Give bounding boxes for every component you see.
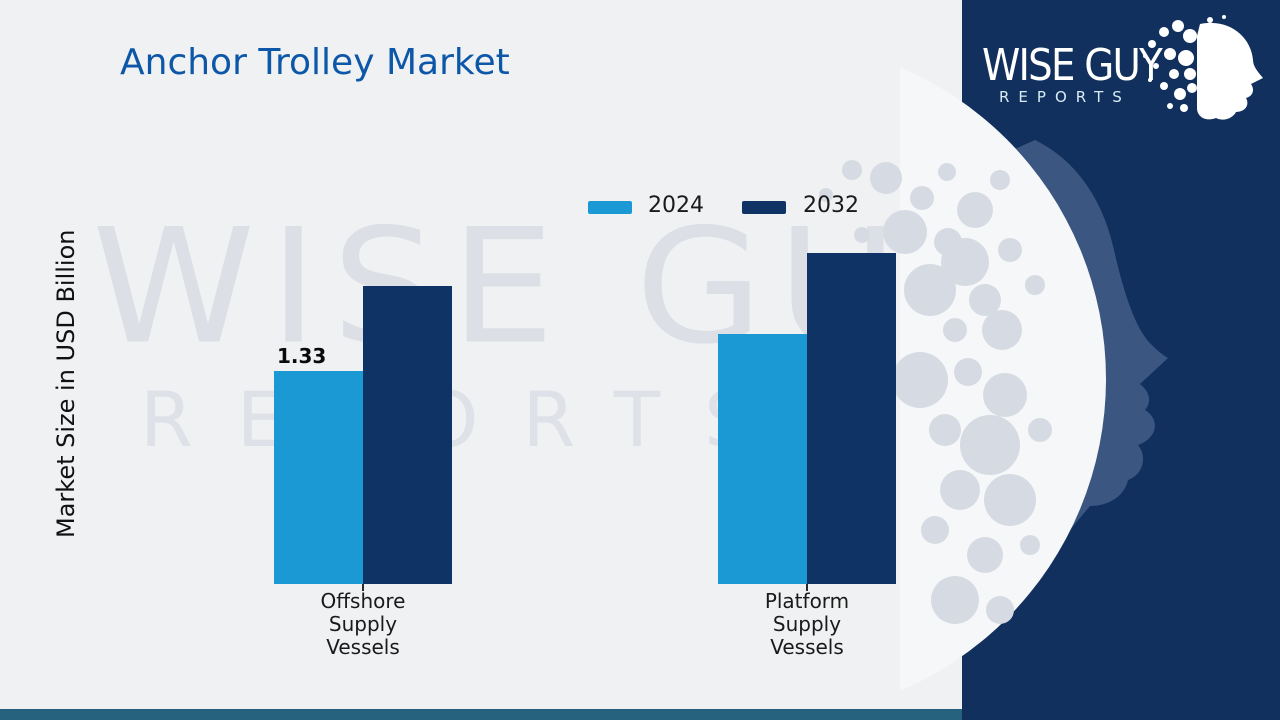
category-label-offshore-supply-vessels: Offshore Supply Vessels bbox=[320, 589, 406, 659]
bar-2032-offshore-supply-vessels bbox=[363, 286, 452, 584]
bar-value-label: 1.33 bbox=[277, 344, 327, 368]
y-axis-label: Market Size in USD Billion bbox=[52, 229, 80, 539]
legend-swatch-2024 bbox=[588, 201, 632, 214]
legend-label-2024: 2024 bbox=[648, 193, 704, 218]
bar-2032-platform-supply-vessels bbox=[807, 253, 896, 584]
logo-brand-text: WISE GUY bbox=[982, 40, 1163, 91]
legend-label-2032: 2032 bbox=[803, 193, 859, 218]
x-axis-tick bbox=[806, 584, 808, 591]
category-label-platform-supply-vessels: Platform Supply Vessels bbox=[764, 589, 850, 659]
x-axis-tick bbox=[362, 584, 364, 591]
bar-2024-offshore-supply-vessels bbox=[274, 371, 363, 584]
chart-title: Anchor Trolley Market bbox=[120, 42, 510, 83]
watermark-dots-icon bbox=[819, 160, 1052, 624]
bar-2024-platform-supply-vessels bbox=[718, 334, 807, 584]
footer-accent-bar bbox=[0, 709, 962, 720]
logo-face-profile-icon bbox=[1143, 15, 1263, 120]
legend-swatch-2032 bbox=[742, 201, 786, 214]
wise-guy-reports-logo: WISE GUY REPORTS bbox=[962, 0, 1280, 160]
logo-reports-text: REPORTS bbox=[999, 88, 1131, 106]
